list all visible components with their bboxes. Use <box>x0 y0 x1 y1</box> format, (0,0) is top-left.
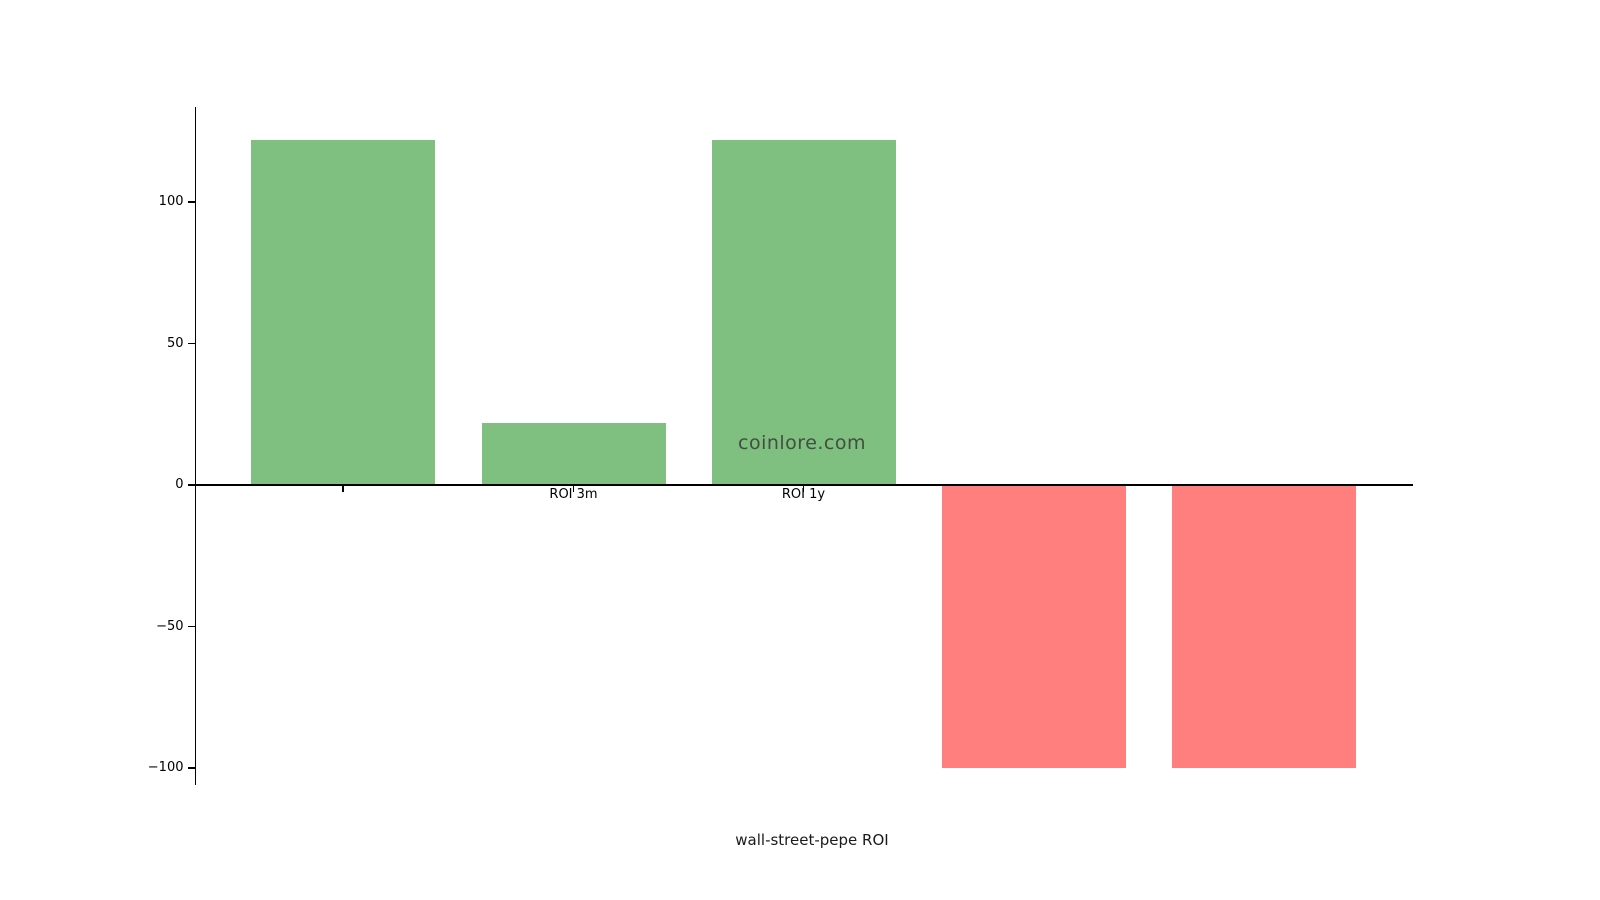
x-tick-label: ROI 3m <box>549 487 598 502</box>
y-tick-label: −100 <box>147 760 184 775</box>
y-tick-label: 50 <box>166 335 184 351</box>
watermark: coinlore.com <box>738 432 866 454</box>
x-tick-mark <box>802 485 805 492</box>
bar <box>941 485 1126 768</box>
y-axis-spine <box>194 107 196 785</box>
bar <box>481 422 666 485</box>
y-tick-mark <box>187 201 195 203</box>
y-tick-label: 100 <box>158 194 184 209</box>
y-tick-mark <box>187 767 195 769</box>
x-tick-mark <box>572 485 575 492</box>
y-tick-mark <box>187 625 195 628</box>
y-tick-label: 0 <box>175 477 184 492</box>
bar <box>1171 485 1356 768</box>
y-tick-mark <box>187 484 195 486</box>
y-tick-label: −50 <box>156 618 184 634</box>
x-axis-line <box>196 484 1413 486</box>
x-tick-label: ROI 1y <box>781 487 826 502</box>
chart-title: wall-street-pepe ROI <box>735 831 889 849</box>
x-tick-mark <box>342 485 344 492</box>
bar <box>251 139 435 485</box>
y-tick-mark <box>187 342 195 345</box>
bar <box>711 139 896 485</box>
